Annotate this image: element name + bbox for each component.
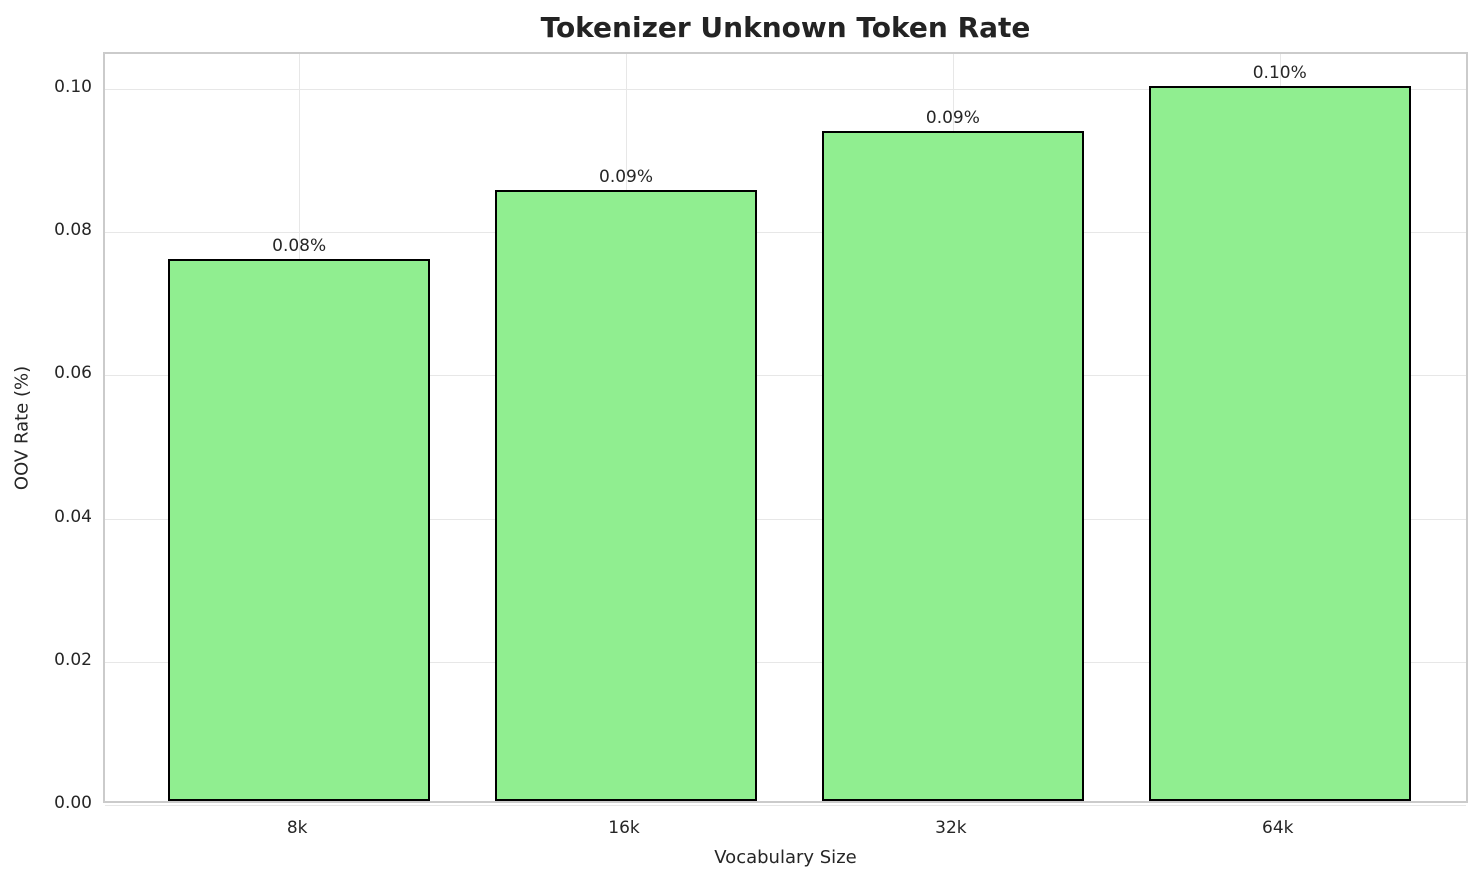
y-tick-label: 0.10 bbox=[54, 77, 92, 98]
y-tick-label: 0.06 bbox=[54, 363, 92, 384]
bar-value-label: 0.09% bbox=[925, 107, 980, 128]
bar bbox=[168, 259, 430, 801]
y-gridline bbox=[105, 375, 1466, 377]
chart-title: Tokenizer Unknown Token Rate bbox=[540, 11, 1031, 44]
x-tick-label: 16k bbox=[608, 818, 640, 838]
x-tick-label: 64k bbox=[1262, 818, 1294, 838]
y-gridline bbox=[105, 89, 1466, 91]
bar bbox=[495, 190, 757, 801]
bar-value-label: 0.08% bbox=[272, 236, 327, 257]
x-tick-label: 8k bbox=[286, 818, 308, 838]
bar bbox=[1149, 85, 1411, 801]
plot-area: 0.08% 0.09% 0.09% 0.10% bbox=[103, 52, 1468, 806]
bar-value-label: 0.10% bbox=[1252, 62, 1307, 83]
y-tick-label: 0.04 bbox=[54, 506, 92, 527]
y-gridline bbox=[105, 661, 1466, 663]
y-tick-label: 0.08 bbox=[54, 220, 92, 241]
bar bbox=[822, 130, 1084, 801]
bar-value-label: 0.09% bbox=[599, 167, 654, 188]
y-gridline bbox=[105, 232, 1466, 234]
y-tick-label: 0.02 bbox=[54, 649, 92, 670]
y-axis-label: OOV Rate (%) bbox=[11, 365, 33, 491]
x-tick-label: 32k bbox=[935, 818, 967, 838]
y-gridline bbox=[105, 805, 1466, 806]
x-axis-label: Vocabulary Size bbox=[714, 847, 857, 868]
y-tick-label: 0.00 bbox=[54, 793, 92, 813]
y-gridline bbox=[105, 518, 1466, 520]
